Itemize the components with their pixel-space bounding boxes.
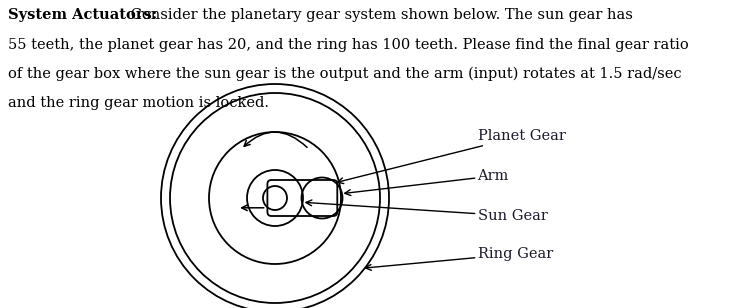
Text: Arm: Arm [344,169,509,196]
Text: Ring Gear: Ring Gear [365,247,553,270]
Text: System Actuators:: System Actuators: [8,8,157,22]
Text: of the gear box where the sun gear is the output and the arm (input) rotates at : of the gear box where the sun gear is th… [8,67,681,81]
Text: and the ring gear motion is locked.: and the ring gear motion is locked. [8,96,269,111]
Text: Sun Gear: Sun Gear [306,200,547,223]
Text: Planet Gear: Planet Gear [338,129,566,184]
Text: Consider the planetary gear system shown below. The sun gear has: Consider the planetary gear system shown… [126,8,633,22]
Text: 55 teeth, the planet gear has 20, and the ring has 100 teeth. Please find the fi: 55 teeth, the planet gear has 20, and th… [8,38,689,51]
